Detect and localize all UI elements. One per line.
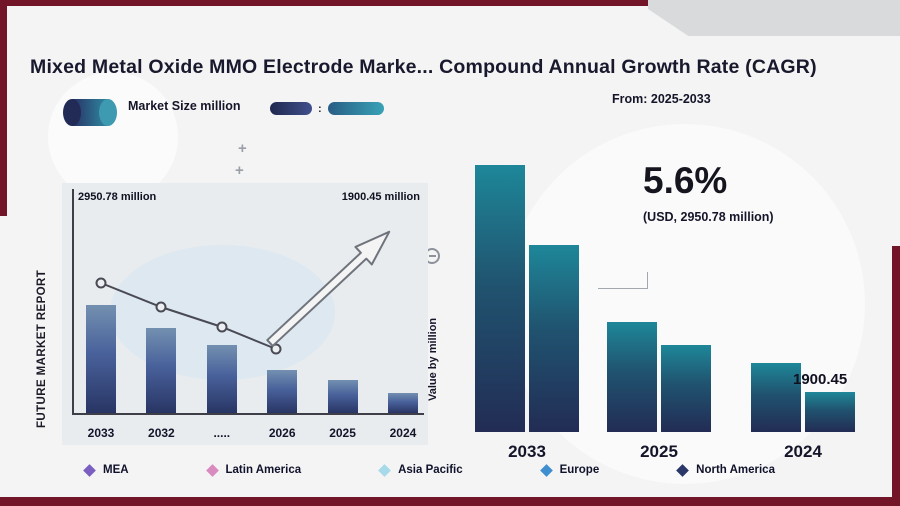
legend-item: MEA [83, 463, 129, 477]
legend-diamond-icon [378, 463, 391, 477]
frame-right [892, 246, 900, 506]
legend-label: Latin America [225, 464, 302, 476]
left-bar [387, 393, 418, 413]
right-bar-group: 2024 [751, 363, 855, 461]
legend-label: Asia Pacific [398, 464, 463, 476]
pill-teal [327, 102, 384, 115]
right-end-value-label: 1900.45 [793, 371, 848, 388]
plus-decoration: + [238, 140, 247, 157]
legend-item: Europe [539, 463, 600, 477]
left-x-label: 2033 [87, 426, 115, 440]
growth-arrow [266, 230, 391, 347]
right-x-label: 2024 [784, 442, 822, 461]
legend-item: North America [676, 463, 775, 477]
pill-colon: : [318, 102, 322, 115]
left-chart-xlabels: 2033 2032..... 2026 2025 2024 [84, 426, 420, 440]
trend-overlay [95, 230, 391, 355]
right-chart-bars: 2033 2025 2024 [475, 158, 855, 461]
right-x-label: 2025 [640, 442, 678, 461]
right-bar-main [475, 165, 525, 432]
left-bar-column [265, 370, 299, 413]
right-x-label: 2033 [508, 442, 546, 461]
right-chart-ylabel: Value by million [427, 317, 439, 401]
decorative-circle [48, 72, 178, 202]
legend-item: Asia Pacific [378, 463, 463, 477]
right-bar-main [751, 363, 801, 432]
market-size-legend-label: Market Size million [128, 99, 241, 113]
y-axis [72, 189, 74, 415]
plus-decoration: + [235, 162, 244, 179]
legend-item: Latin America [205, 463, 302, 477]
watermark-text: FUTURE MARKET REPORT [36, 269, 48, 428]
x-axis [72, 413, 424, 415]
left-x-label: 2024 [389, 426, 417, 440]
start-value-label: 2950.78 million [78, 191, 157, 203]
trend-marker [95, 277, 107, 289]
trend-marker [155, 301, 167, 313]
legend-label: MEA [103, 464, 129, 476]
right-bar-secondary [805, 392, 855, 432]
left-bar [206, 345, 237, 413]
page-title: Mixed Metal Oxide MMO Electrode Marke...… [30, 56, 817, 78]
right-bar-group: 2025 [607, 322, 711, 461]
left-bar [327, 380, 358, 413]
cylinder-icon [63, 99, 117, 126]
cagr-detail: (USD, 2950.78 million) [643, 210, 774, 224]
legend-diamond-icon [205, 463, 219, 477]
decorative-pills: : [270, 102, 384, 115]
left-x-label: ..... [213, 426, 231, 440]
legend-diamond-icon [676, 463, 690, 477]
left-bar-column [386, 393, 420, 413]
cagr-value: 5.6% [643, 160, 728, 201]
legend-diamond-icon [83, 463, 96, 477]
trend-line [100, 282, 277, 350]
report-period: From: 2025-2033 [612, 92, 711, 106]
left-bar [86, 305, 116, 413]
legend-diamond-icon [539, 463, 553, 477]
trend-marker [270, 343, 282, 355]
legend-label: Europe [559, 464, 600, 476]
right-bar-group: 2033 [475, 165, 579, 461]
frame-left [0, 0, 7, 216]
end-value-label: 1900.45 million [341, 191, 420, 203]
left-bar [267, 370, 298, 413]
left-bar-column [205, 345, 239, 413]
pill-dark [270, 102, 312, 115]
right-bar-main [607, 322, 657, 432]
left-x-label: 2025 [329, 426, 356, 440]
left-bar-column [84, 305, 118, 413]
left-chart-bars [84, 305, 420, 413]
step-decoration [598, 272, 648, 289]
right-bar-secondary [529, 245, 579, 432]
frame-bottom [0, 497, 900, 506]
left-x-label: 2032 [148, 426, 175, 440]
left-x-label: 2026 [268, 426, 296, 440]
trend-marker [216, 321, 228, 333]
legend-label: North America [696, 464, 775, 476]
left-bar [146, 328, 177, 413]
left-chart: 2950.78 million 1900.45 million 2033 2032… [62, 183, 428, 445]
left-bar-column [326, 380, 360, 413]
corner-decoration [648, 0, 900, 36]
region-legend: MEA Latin America Asia Pacific Europe North … [83, 463, 775, 477]
right-bar-secondary [661, 345, 711, 432]
frame-top [0, 0, 655, 6]
left-bar-column [144, 328, 178, 413]
